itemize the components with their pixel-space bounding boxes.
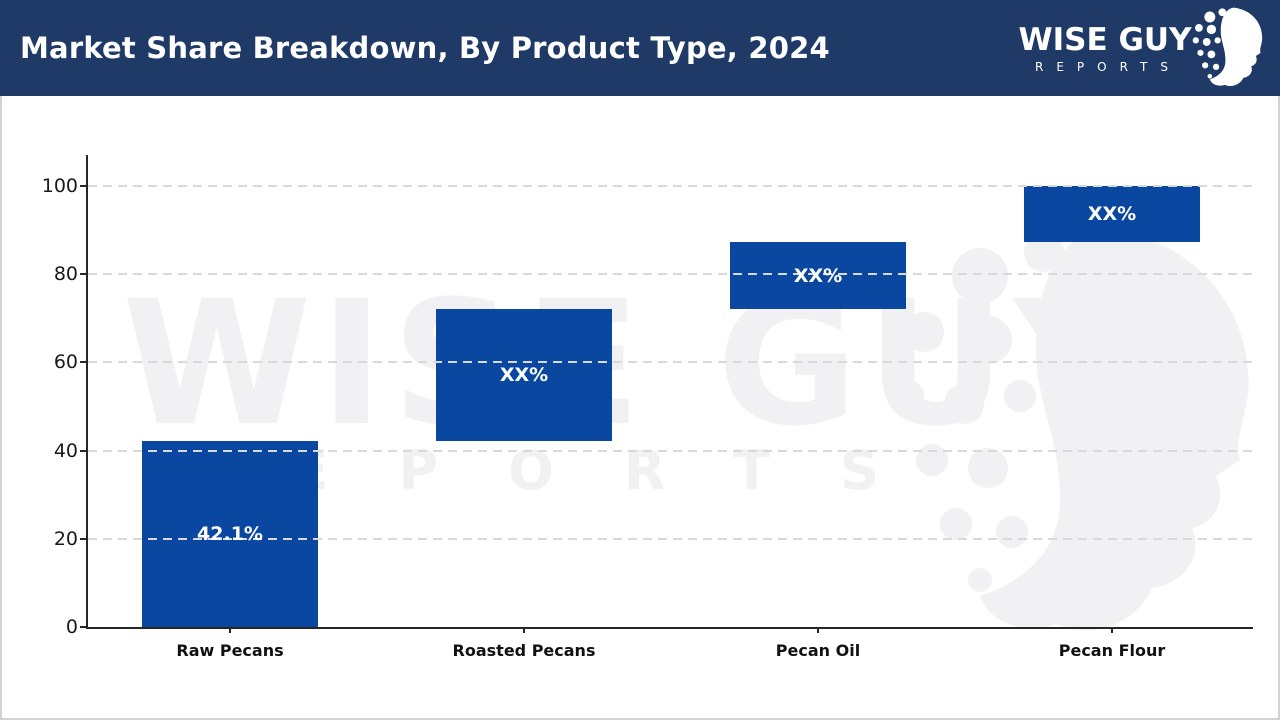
y-tick-label-40: 40: [53, 439, 78, 462]
bar-value-label-2: XX%: [499, 364, 549, 387]
chart-title: Market Share Breakdown, By Product Type,…: [20, 31, 830, 65]
x-tick-mark-2: [523, 627, 525, 633]
x-tick-mark-1: [229, 627, 231, 633]
y-axis-line: [86, 155, 88, 627]
watermark-face-icon: [892, 228, 1249, 631]
gridline-y-40: [88, 449, 1253, 452]
x-tick-mark-3: [817, 627, 819, 633]
gridline-y-80: [88, 273, 1253, 276]
gridline-y-20: [88, 537, 1253, 540]
x-tick-mark-4: [1111, 627, 1113, 633]
logo-wise-guy-label: WISE GUY: [1018, 22, 1192, 58]
x-axis-line: [86, 627, 1253, 629]
y-tick-mark-80: [80, 273, 86, 276]
y-tick-label-60: 60: [53, 351, 78, 374]
y-tick-label-100: 100: [41, 175, 78, 197]
logo-face-icon: [1192, 7, 1263, 87]
logo-text: WISE GUY REPORTS: [1016, 22, 1194, 74]
bar-pecan-oil: [730, 242, 906, 310]
y-tick-label-20: 20: [53, 527, 78, 550]
y-tick-mark-100: [80, 185, 86, 187]
y-tick-mark-60: [80, 361, 86, 364]
bar-value-label-4: XX%: [1087, 203, 1137, 225]
x-category-label-raw-pecans: Raw Pecans: [176, 641, 284, 660]
wise-guy-reports-logo: WISE GUY REPORTS: [1016, 4, 1266, 92]
header-bar: Market Share Breakdown, By Product Type,…: [0, 0, 1280, 96]
gridline-y-60: [88, 361, 1253, 364]
y-tick-label-80: 80: [53, 263, 78, 286]
x-category-label-pecan-flour: Pecan Flour: [1058, 641, 1166, 660]
y-tick-mark-20: [80, 537, 86, 540]
x-category-label-roasted-pecans: Roasted Pecans: [452, 641, 596, 660]
bar-value-label-3: XX%: [793, 264, 843, 287]
logo-reports-label: REPORTS: [1034, 60, 1181, 74]
y-tick-label-0: 0: [65, 616, 78, 638]
x-category-label-pecan-oil: Pecan Oil: [775, 641, 861, 660]
plot-area: 0 20 40 60 80 100 42.1% Raw Pecans XX% Roasted Pe…: [42, 155, 1253, 660]
bar-pecan-flour: [1024, 186, 1200, 243]
bar-roasted-pecans: [436, 309, 612, 442]
bar-value-label-1: 42.1%: [197, 523, 263, 546]
bar-raw-pecans: [142, 441, 318, 627]
gridline-y-100: [88, 185, 1253, 187]
y-tick-mark-40: [80, 449, 86, 452]
y-tick-mark-0: [80, 626, 86, 628]
